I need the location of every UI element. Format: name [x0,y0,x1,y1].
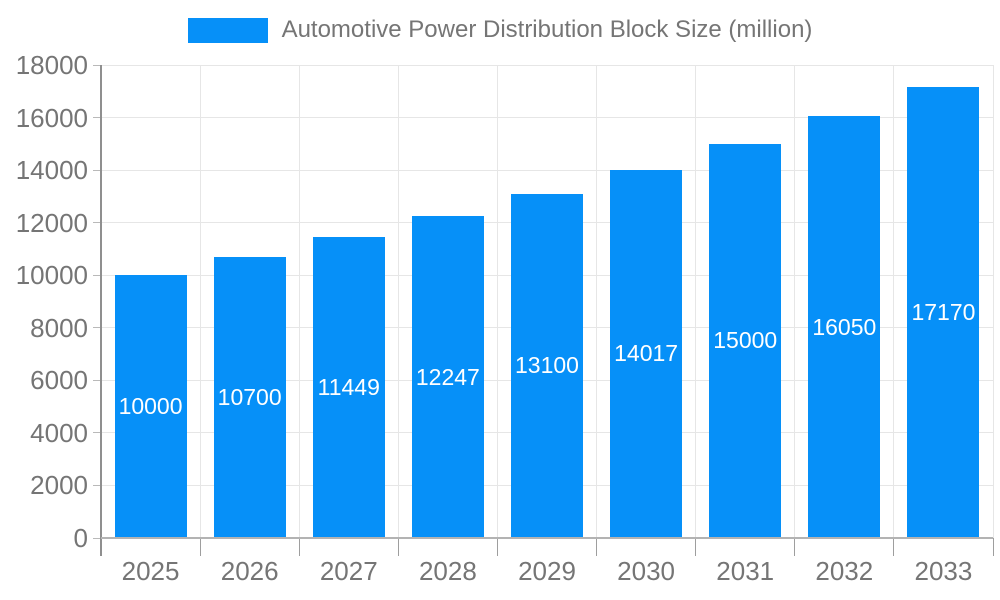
y-axis-tick-mark [93,117,101,119]
bar-value-label: 16050 [812,313,877,340]
gridline-horizontal [101,117,993,119]
bar: 14017 [610,169,683,538]
gridline-vertical [794,65,796,538]
x-axis-tick-mark [298,538,300,556]
x-axis-tick-label: 2027 [319,556,378,586]
x-axis-tick-label: 2028 [418,556,477,586]
y-axis-tick-label: 14000 [15,155,88,186]
x-axis-tick-label: 2029 [518,556,576,586]
y-axis-tick-mark [93,327,101,329]
y-axis-tick-label: 18000 [15,50,88,80]
y-axis-tick-label: 8000 [30,312,88,343]
bar-value-label: 12247 [415,363,480,390]
gridline-vertical [199,65,201,538]
bar: 10000 [114,275,187,538]
y-axis-tick-label: 2000 [30,470,88,501]
bar-value-label: 10000 [118,393,183,420]
bar: 16050 [808,116,881,538]
bar-value-label: 15000 [713,327,778,354]
gridline-vertical [298,65,300,538]
y-axis-tick-mark [93,274,101,276]
bar: 12247 [411,216,484,538]
y-axis-tick-label: 12000 [15,207,88,238]
y-axis-tick-label: 0 [73,523,88,553]
bar: 10700 [213,256,286,538]
legend: Automotive Power Distribution Block Size… [0,16,1000,44]
x-axis-tick-mark [794,538,796,556]
y-axis-tick-label: 16000 [15,102,88,133]
y-axis-tick-mark [93,484,101,486]
x-axis-tick-label: 2030 [617,556,676,586]
y-axis-tick-mark [93,169,101,171]
gridline-horizontal [101,169,993,171]
y-axis-tick-label: 6000 [30,365,88,396]
bar-value-label: 10700 [217,383,282,410]
y-axis-tick-mark [93,222,101,224]
x-axis-tick-label: 2025 [121,556,180,586]
x-axis-tick-label: 2031 [716,556,775,586]
x-axis-tick-mark [992,538,994,556]
x-axis-tick-mark [496,538,498,556]
y-axis-tick-mark [93,537,101,539]
y-axis-tick-label: 4000 [30,417,88,448]
x-axis-tick-label: 2032 [815,556,874,586]
bar-value-label: 17170 [911,298,976,325]
x-axis-line [101,537,993,539]
bar-value-label: 11449 [317,374,380,401]
x-axis-tick-mark [199,538,201,556]
gridline-vertical [496,65,498,538]
bar-value-label: 14017 [614,340,679,367]
y-axis-tick-mark [93,64,101,66]
x-axis-tick-mark [695,538,697,556]
bar: 13100 [511,193,583,538]
gridline-vertical [397,65,399,538]
bar: 11449 [312,237,385,538]
legend-swatch [187,17,268,43]
x-axis-tick-mark [397,538,399,556]
x-axis-tick-label: 2026 [220,556,279,586]
y-axis-tick-label: 10000 [15,260,88,291]
x-axis-tick-mark [893,538,895,556]
bar: 17170 [907,86,980,538]
gridline-vertical [893,65,895,538]
x-axis-tick-label: 2033 [914,556,973,586]
y-axis-tick-mark [93,379,101,381]
gridline-horizontal [101,64,993,66]
gridline-vertical [596,65,598,538]
x-axis-tick-mark [596,538,598,556]
gridline-vertical [992,65,994,538]
bar-value-label: 13100 [515,352,579,379]
legend-label: Automotive Power Distribution Block Size… [281,16,813,43]
y-axis-line [100,65,102,556]
bar: 15000 [709,143,782,538]
y-axis-tick-mark [93,432,101,434]
gridline-vertical [695,65,697,538]
